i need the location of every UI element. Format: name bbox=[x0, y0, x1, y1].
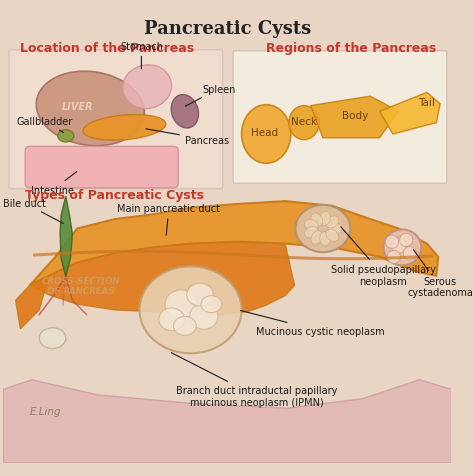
Text: Location of the Pancreas: Location of the Pancreas bbox=[20, 41, 194, 54]
Ellipse shape bbox=[123, 66, 172, 109]
Ellipse shape bbox=[201, 296, 222, 313]
Ellipse shape bbox=[328, 224, 342, 234]
Text: Intestine: Intestine bbox=[31, 172, 77, 196]
Text: Gallbladder: Gallbladder bbox=[17, 117, 73, 133]
Polygon shape bbox=[380, 93, 440, 135]
Circle shape bbox=[387, 251, 401, 264]
Ellipse shape bbox=[83, 115, 166, 141]
Ellipse shape bbox=[326, 229, 339, 242]
Ellipse shape bbox=[139, 267, 242, 354]
Text: CROSS-SECTION
OF PANCREAS: CROSS-SECTION OF PANCREAS bbox=[42, 276, 120, 295]
Ellipse shape bbox=[320, 212, 330, 226]
Text: Branch duct intraductal papillary
mucinous neoplasm (IPMN): Branch duct intraductal papillary mucino… bbox=[171, 353, 337, 407]
Text: E.Ling: E.Ling bbox=[30, 406, 62, 416]
Text: Pancreatic Cysts: Pancreatic Cysts bbox=[144, 20, 311, 38]
Ellipse shape bbox=[304, 227, 318, 238]
Ellipse shape bbox=[242, 106, 291, 164]
Text: Solid pseudopapillary
neoplasm: Solid pseudopapillary neoplasm bbox=[331, 228, 436, 287]
Ellipse shape bbox=[190, 304, 218, 329]
Text: Pancreas: Pancreas bbox=[146, 129, 229, 145]
Ellipse shape bbox=[311, 231, 322, 245]
Circle shape bbox=[400, 234, 413, 247]
FancyBboxPatch shape bbox=[9, 51, 223, 189]
Text: Head: Head bbox=[251, 128, 278, 138]
Text: LIVER: LIVER bbox=[61, 101, 93, 111]
Polygon shape bbox=[3, 380, 452, 463]
Polygon shape bbox=[310, 97, 399, 139]
Text: Regions of the Pancreas: Regions of the Pancreas bbox=[266, 41, 437, 54]
Polygon shape bbox=[30, 202, 438, 286]
Text: Neck: Neck bbox=[291, 117, 317, 127]
Polygon shape bbox=[15, 55, 219, 185]
FancyBboxPatch shape bbox=[25, 147, 178, 188]
Ellipse shape bbox=[159, 308, 184, 331]
Ellipse shape bbox=[326, 216, 339, 228]
Ellipse shape bbox=[311, 213, 322, 227]
Text: Types of Pancreatic Cysts: Types of Pancreatic Cysts bbox=[26, 188, 204, 201]
Text: Body: Body bbox=[342, 111, 368, 121]
Ellipse shape bbox=[171, 95, 199, 129]
Ellipse shape bbox=[165, 290, 197, 318]
Circle shape bbox=[403, 247, 417, 260]
Ellipse shape bbox=[304, 220, 318, 231]
Text: Mucinous cystic neoplasm: Mucinous cystic neoplasm bbox=[240, 311, 384, 336]
Text: Bile duct: Bile duct bbox=[3, 198, 64, 224]
Text: Spleen: Spleen bbox=[185, 84, 235, 107]
Polygon shape bbox=[60, 197, 73, 277]
Ellipse shape bbox=[295, 206, 350, 253]
FancyBboxPatch shape bbox=[233, 52, 447, 184]
Ellipse shape bbox=[173, 317, 196, 336]
Polygon shape bbox=[16, 276, 49, 329]
Ellipse shape bbox=[383, 230, 421, 266]
Text: Serous
cystadenoma: Serous cystadenoma bbox=[407, 250, 473, 298]
Ellipse shape bbox=[289, 107, 319, 140]
Ellipse shape bbox=[39, 328, 66, 349]
Text: Tail: Tail bbox=[419, 98, 435, 108]
Circle shape bbox=[391, 238, 406, 254]
Ellipse shape bbox=[36, 72, 145, 147]
Text: Stomach: Stomach bbox=[120, 42, 163, 69]
Polygon shape bbox=[30, 242, 294, 315]
Circle shape bbox=[385, 236, 399, 249]
Ellipse shape bbox=[187, 284, 213, 307]
Text: Main pancreatic duct: Main pancreatic duct bbox=[118, 204, 220, 236]
Ellipse shape bbox=[320, 232, 330, 246]
Ellipse shape bbox=[58, 130, 74, 143]
